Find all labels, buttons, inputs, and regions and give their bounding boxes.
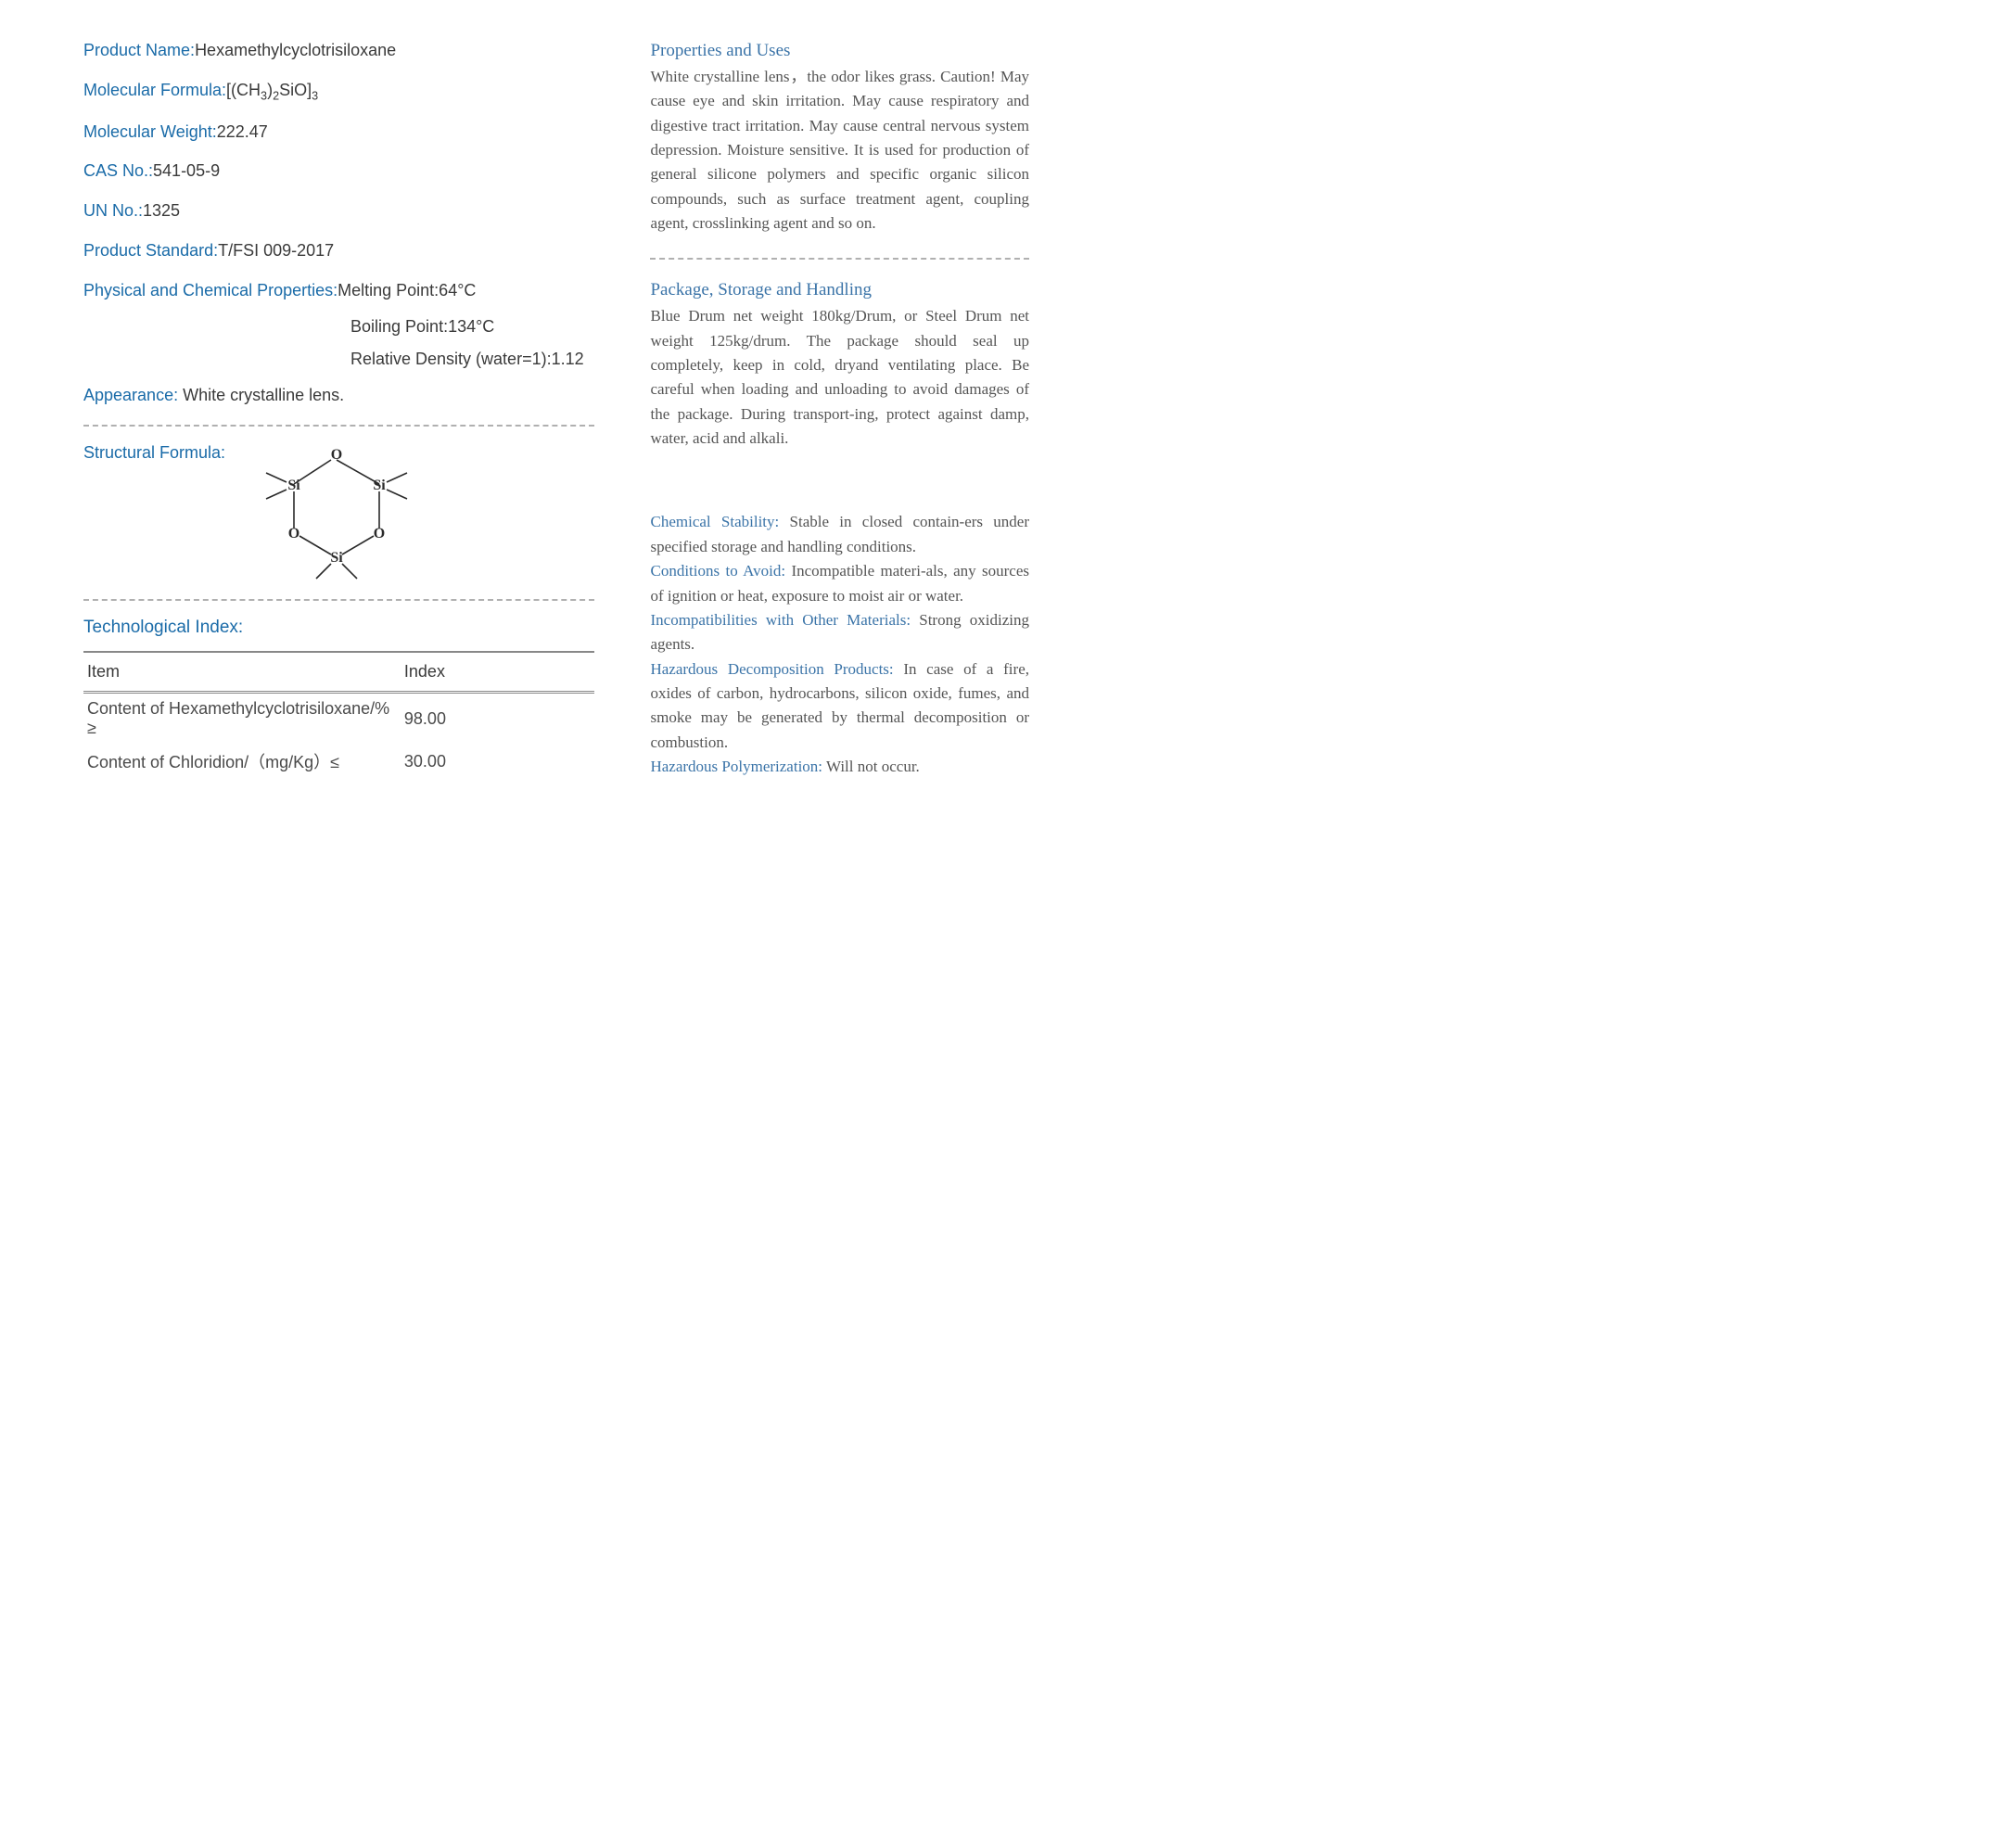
table-cell: 30.00 [401, 744, 595, 779]
package-block: Package, Storage and Handling Blue Drum … [650, 280, 1029, 451]
package-heading: Package, Storage and Handling [650, 280, 1029, 300]
table-row: Content of Hexamethylcyclotrisiloxane/% … [83, 693, 594, 745]
table-row: Content of Chloridion/（mg/Kg）≤ 30.00 [83, 744, 594, 779]
molecular-weight-row: Molecular Weight:222.47 [83, 119, 594, 146]
tech-index-table: Item Index Content of Hexamethylcyclotri… [83, 651, 594, 779]
stability-item: Conditions to Avoid: Incompatible materi… [650, 559, 1029, 608]
table-cell: Content of Chloridion/（mg/Kg）≤ [83, 744, 401, 779]
product-standard-label: Product Standard: [83, 241, 218, 260]
divider [83, 599, 594, 601]
product-name-label: Product Name: [83, 41, 195, 59]
right-column: Properties and Uses White crystalline le… [650, 37, 1029, 779]
cas-no-value: 541-05-9 [153, 161, 220, 180]
un-no-row: UN No.:1325 [83, 198, 594, 224]
structural-formula-row: Structural Formula: [83, 443, 594, 582]
svg-text:O: O [288, 526, 299, 542]
table-cell: 98.00 [401, 693, 595, 745]
cas-no-row: CAS No.:541-05-9 [83, 158, 594, 185]
structural-formula-diagram: O Si Si O O Si [253, 443, 420, 582]
divider [83, 425, 594, 427]
svg-text:Si: Si [330, 550, 343, 566]
molecular-formula-value: [(CH3)2SiO]3 [226, 81, 318, 99]
phys-chem-density: Relative Density (water=1):1.12 [350, 350, 594, 369]
chemical-stability-label: Chemical Stability: [650, 513, 789, 530]
page-container: Product Name:Hexamethylcyclotrisiloxane … [83, 37, 1029, 779]
molecular-weight-label: Molecular Weight: [83, 122, 217, 141]
table-header-index: Index [401, 652, 595, 693]
table-cell: Content of Hexamethylcyclotrisiloxane/% … [83, 693, 401, 745]
molecular-weight-value: 222.47 [217, 122, 268, 141]
molecular-formula-label: Molecular Formula: [83, 81, 226, 99]
product-standard-row: Product Standard:T/FSI 009-2017 [83, 237, 594, 264]
divider [650, 258, 1029, 260]
cas-no-label: CAS No.: [83, 161, 153, 180]
phys-chem-label: Physical and Chemical Properties: [83, 281, 338, 300]
spacer [650, 473, 1029, 510]
conditions-avoid-label: Conditions to Avoid: [650, 562, 791, 580]
product-name-value: Hexamethylcyclotrisiloxane [195, 41, 396, 59]
phys-chem-row: Physical and Chemical Properties:Melting… [83, 277, 594, 304]
table-header-row: Item Index [83, 652, 594, 693]
incompatibilities-label: Incompatibilities with Other Materials: [650, 611, 919, 629]
appearance-value: White crystalline lens. [183, 386, 344, 404]
svg-text:O: O [331, 447, 342, 463]
package-body: Blue Drum net weight 180kg/Drum, or Stee… [650, 304, 1029, 451]
left-column: Product Name:Hexamethylcyclotrisiloxane … [83, 37, 594, 779]
properties-uses-body: White crystalline lens，the odor likes gr… [650, 65, 1029, 236]
product-name-row: Product Name:Hexamethylcyclotrisiloxane [83, 37, 594, 64]
hazardous-polym-body: Will not occur. [826, 758, 920, 775]
product-standard-value: T/FSI 009-2017 [218, 241, 334, 260]
un-no-value: 1325 [143, 201, 180, 220]
stability-item: Chemical Stability: Stable in closed con… [650, 510, 1029, 559]
stability-item: Incompatibilities with Other Materials: … [650, 608, 1029, 657]
stability-item: Hazardous Polymerization: Will not occur… [650, 755, 1029, 779]
structural-formula-label: Structural Formula: [83, 443, 225, 463]
stability-block: Chemical Stability: Stable in closed con… [650, 510, 1029, 779]
properties-uses-heading: Properties and Uses [650, 41, 1029, 61]
tech-index-title: Technological Index: [83, 618, 594, 638]
svg-text:O: O [374, 526, 385, 542]
hazardous-polym-label: Hazardous Polymerization: [650, 758, 825, 775]
hazardous-decomp-label: Hazardous Decomposition Products: [650, 660, 903, 678]
stability-item: Hazardous Decomposition Products: In cas… [650, 657, 1029, 755]
un-no-label: UN No.: [83, 201, 143, 220]
molecular-formula-row: Molecular Formula:[(CH3)2SiO]3 [83, 77, 594, 106]
properties-uses-block: Properties and Uses White crystalline le… [650, 41, 1029, 236]
phys-chem-boiling: Boiling Point:134°C [350, 317, 594, 337]
appearance-row: Appearance: White crystalline lens. [83, 382, 594, 409]
phys-chem-melting: Melting Point:64°C [338, 281, 476, 300]
table-header-item: Item [83, 652, 401, 693]
svg-text:Si: Si [287, 478, 300, 493]
appearance-label: Appearance: [83, 386, 183, 404]
svg-text:Si: Si [373, 478, 386, 493]
